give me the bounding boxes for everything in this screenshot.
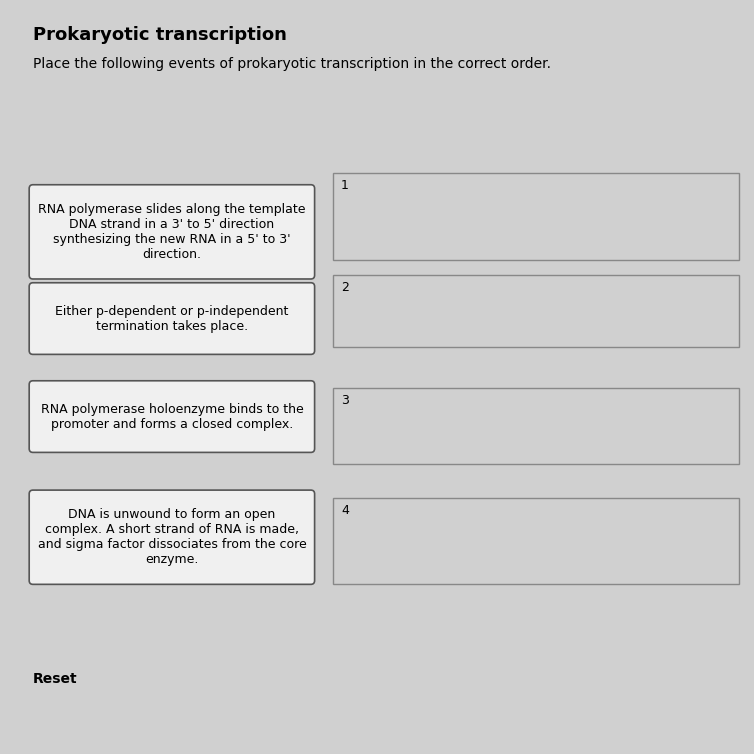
Text: 4: 4 [341,504,349,516]
Text: Reset: Reset [33,672,78,686]
FancyBboxPatch shape [333,498,739,584]
FancyBboxPatch shape [333,275,739,347]
Text: 3: 3 [341,394,349,407]
Text: 1: 1 [341,179,349,192]
Text: 2: 2 [341,281,349,294]
FancyBboxPatch shape [29,185,314,279]
FancyBboxPatch shape [29,283,314,354]
FancyBboxPatch shape [29,381,314,452]
Text: Prokaryotic transcription: Prokaryotic transcription [33,26,287,44]
FancyBboxPatch shape [29,490,314,584]
Text: Place the following events of prokaryotic transcription in the correct order.: Place the following events of prokaryoti… [33,57,551,71]
Text: Either p-dependent or p-independent
termination takes place.: Either p-dependent or p-independent term… [55,305,289,333]
Text: DNA is unwound to form an open
complex. A short strand of RNA is made,
and sigma: DNA is unwound to form an open complex. … [38,508,306,566]
Text: RNA polymerase slides along the template
DNA strand in a 3' to 5' direction
synt: RNA polymerase slides along the template… [38,203,305,261]
Text: RNA polymerase holoenzyme binds to the
promoter and forms a closed complex.: RNA polymerase holoenzyme binds to the p… [41,403,303,431]
FancyBboxPatch shape [333,173,739,260]
FancyBboxPatch shape [333,388,739,464]
